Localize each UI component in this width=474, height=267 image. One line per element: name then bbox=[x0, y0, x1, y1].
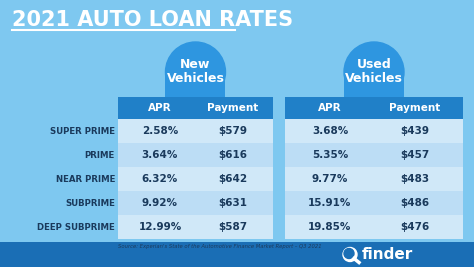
Text: APR: APR bbox=[148, 103, 172, 113]
Bar bbox=[285, 167, 463, 191]
Text: $486: $486 bbox=[401, 198, 429, 208]
Text: 3.64%: 3.64% bbox=[142, 150, 178, 160]
Text: APR: APR bbox=[318, 103, 342, 113]
Text: 19.85%: 19.85% bbox=[308, 222, 352, 232]
Bar bbox=[285, 143, 463, 167]
Text: $439: $439 bbox=[401, 126, 429, 136]
Bar bbox=[285, 191, 463, 215]
Text: Source: Experian's State of the Automotive Finance Market Report – Q3 2021: Source: Experian's State of the Automoti… bbox=[118, 244, 322, 249]
Bar bbox=[118, 191, 273, 215]
Text: 9.92%: 9.92% bbox=[142, 198, 178, 208]
Text: 15.91%: 15.91% bbox=[308, 198, 352, 208]
Bar bbox=[0, 242, 474, 267]
Text: $587: $587 bbox=[219, 222, 247, 232]
Text: $616: $616 bbox=[219, 150, 247, 160]
Text: $631: $631 bbox=[219, 198, 247, 208]
Bar bbox=[165, 72, 226, 97]
Text: DEEP SUBPRIME: DEEP SUBPRIME bbox=[37, 222, 115, 231]
Text: $476: $476 bbox=[401, 222, 429, 232]
Text: 6.32%: 6.32% bbox=[142, 174, 178, 184]
Bar bbox=[285, 97, 463, 119]
Bar bbox=[344, 72, 404, 97]
Circle shape bbox=[344, 249, 354, 258]
Text: Vehicles: Vehicles bbox=[345, 73, 403, 85]
Bar bbox=[285, 215, 463, 239]
Bar bbox=[118, 215, 273, 239]
Circle shape bbox=[165, 42, 226, 102]
Bar bbox=[118, 119, 273, 143]
Circle shape bbox=[344, 42, 404, 102]
Text: SUPER PRIME: SUPER PRIME bbox=[50, 127, 115, 135]
Text: 9.77%: 9.77% bbox=[312, 174, 348, 184]
Circle shape bbox=[343, 248, 357, 261]
Text: 5.35%: 5.35% bbox=[312, 150, 348, 160]
Bar bbox=[118, 167, 273, 191]
Text: finder: finder bbox=[362, 247, 413, 262]
Text: 3.68%: 3.68% bbox=[312, 126, 348, 136]
Bar bbox=[118, 143, 273, 167]
Text: Used: Used bbox=[356, 58, 392, 72]
Text: 2021 AUTO LOAN RATES: 2021 AUTO LOAN RATES bbox=[12, 10, 293, 30]
Text: $642: $642 bbox=[219, 174, 247, 184]
Text: PRIME: PRIME bbox=[85, 151, 115, 159]
Bar bbox=[118, 97, 273, 119]
Text: $457: $457 bbox=[401, 150, 429, 160]
Text: New: New bbox=[180, 58, 210, 72]
Text: Vehicles: Vehicles bbox=[166, 73, 224, 85]
Text: Payment: Payment bbox=[207, 103, 259, 113]
Text: NEAR PRIME: NEAR PRIME bbox=[55, 175, 115, 183]
Bar bbox=[285, 119, 463, 143]
Text: SUBPRIME: SUBPRIME bbox=[65, 198, 115, 207]
Text: 12.99%: 12.99% bbox=[138, 222, 182, 232]
Text: 2.58%: 2.58% bbox=[142, 126, 178, 136]
Text: Payment: Payment bbox=[389, 103, 441, 113]
Text: $483: $483 bbox=[401, 174, 429, 184]
Text: $579: $579 bbox=[219, 126, 247, 136]
